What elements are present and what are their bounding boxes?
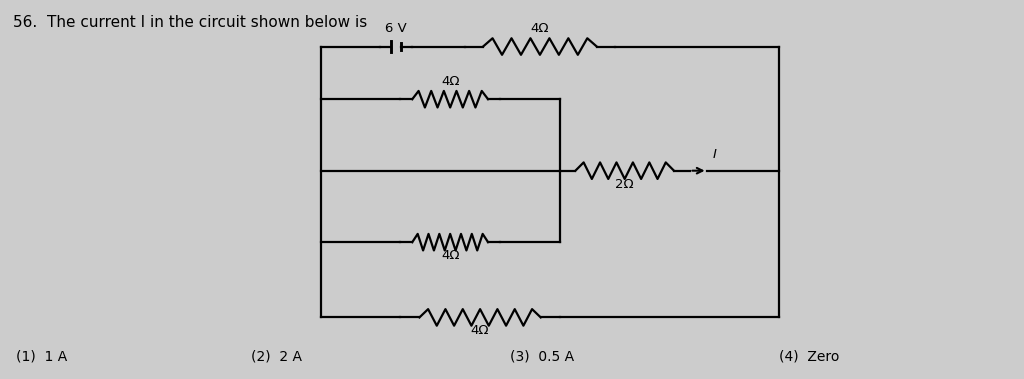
Text: 4Ω: 4Ω (530, 22, 549, 35)
Text: (2)  2 A: (2) 2 A (251, 350, 302, 364)
Text: 4Ω: 4Ω (441, 249, 460, 262)
Text: 6 V: 6 V (385, 22, 408, 35)
Text: (4)  Zero: (4) Zero (779, 350, 840, 364)
Text: (1)  1 A: (1) 1 A (16, 350, 68, 364)
Text: 2Ω: 2Ω (615, 178, 634, 191)
Text: I: I (713, 147, 717, 161)
Text: 4Ω: 4Ω (441, 75, 460, 88)
Text: 4Ω: 4Ω (471, 324, 489, 337)
Text: (3)  0.5 A: (3) 0.5 A (510, 350, 574, 364)
Text: 56.  The current I in the circuit shown below is: 56. The current I in the circuit shown b… (13, 14, 368, 30)
